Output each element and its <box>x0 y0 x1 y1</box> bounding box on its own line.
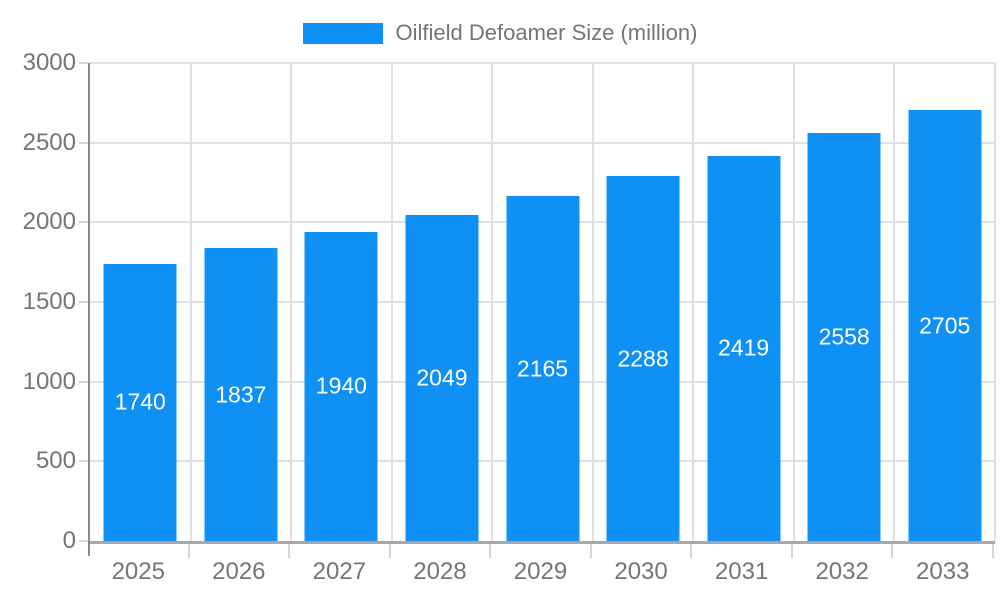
y-tick-label: 2000 <box>22 208 76 236</box>
bar-value-label: 1740 <box>114 388 166 415</box>
v-gridline <box>189 63 192 541</box>
bar-value-label: 2705 <box>919 312 971 338</box>
v-gridline <box>994 63 996 541</box>
x-tick-label: 2025 <box>111 558 165 585</box>
v-gridline <box>491 63 494 541</box>
x-tick-label: 2027 <box>312 558 367 585</box>
bar: 1940 <box>304 231 378 541</box>
x-axis-labels: 2025 2026 2027 2028 2029 2030 2031 2032 2033 <box>88 560 993 590</box>
x-tick-label: 2033 <box>916 558 970 585</box>
bar: 2288 <box>606 176 680 541</box>
bar: 2165 <box>506 196 579 541</box>
h-gridline <box>90 62 995 64</box>
v-gridline <box>290 63 293 541</box>
bar: 2419 <box>707 155 781 541</box>
y-tick-label: 0 <box>62 527 76 554</box>
x-tick-mark <box>690 544 693 558</box>
plot-area: 1740 1837 1940 2049 2165 2288 2419 2558 2705 <box>88 62 996 544</box>
y-tick-label: 500 <box>35 447 76 475</box>
bar: 2049 <box>405 214 479 541</box>
x-tick-label: 2026 <box>212 558 266 585</box>
v-gridline <box>692 63 695 541</box>
bar-value-label: 2558 <box>818 323 870 350</box>
y-tick-label: 2500 <box>22 128 76 156</box>
bar: 2705 <box>908 110 982 541</box>
y-tick-mark <box>79 460 88 463</box>
x-tick-mark <box>589 544 592 558</box>
bar: 1740 <box>103 263 177 541</box>
legend-swatch <box>302 22 383 44</box>
x-tick-mark <box>790 544 793 558</box>
y-axis-ticks <box>79 62 88 542</box>
x-tick-label: 2030 <box>614 558 668 585</box>
x-tick-mark <box>489 544 492 558</box>
v-gridline <box>591 63 594 541</box>
y-axis-baseline-stub <box>88 541 90 556</box>
bar-value-label: 1837 <box>215 381 267 408</box>
bar-value-label: 1940 <box>315 372 367 399</box>
x-tick-mark <box>388 544 391 558</box>
x-tick-mark <box>992 544 994 558</box>
bar: 2558 <box>807 133 881 541</box>
y-tick-mark <box>79 301 88 303</box>
bar-value-label: 2165 <box>516 355 569 382</box>
x-tick-mark <box>187 544 190 558</box>
x-axis-ticks <box>88 544 994 559</box>
x-tick-label: 2032 <box>815 558 869 585</box>
y-tick-label: 1000 <box>22 367 76 395</box>
y-tick-mark <box>79 380 88 383</box>
x-tick-label: 2031 <box>714 558 769 585</box>
y-tick-label: 1500 <box>22 288 76 315</box>
y-tick-mark <box>79 141 88 144</box>
legend-label: Oilfield Defoamer Size (million) <box>395 20 698 45</box>
h-gridline <box>90 141 995 144</box>
v-gridline <box>390 63 393 541</box>
x-tick-mark <box>288 544 291 558</box>
y-tick-mark <box>79 540 88 542</box>
y-tick-label: 3000 <box>22 49 76 76</box>
y-axis-labels: 0 500 1000 1500 2000 2500 3000 <box>0 51 76 553</box>
y-tick-mark <box>79 62 88 64</box>
y-tick-mark <box>79 221 88 224</box>
bar-value-label: 2419 <box>718 334 770 361</box>
x-tick-label: 2028 <box>413 558 467 585</box>
v-gridline <box>893 63 896 541</box>
x-tick-mark <box>891 544 894 558</box>
bar: 1837 <box>204 248 278 541</box>
x-tick-label: 2029 <box>513 558 568 585</box>
legend: Oilfield Defoamer Size (million) <box>0 20 1000 46</box>
v-gridline <box>792 63 795 541</box>
bar-value-label: 2049 <box>416 364 468 391</box>
bar-value-label: 2288 <box>617 345 669 372</box>
